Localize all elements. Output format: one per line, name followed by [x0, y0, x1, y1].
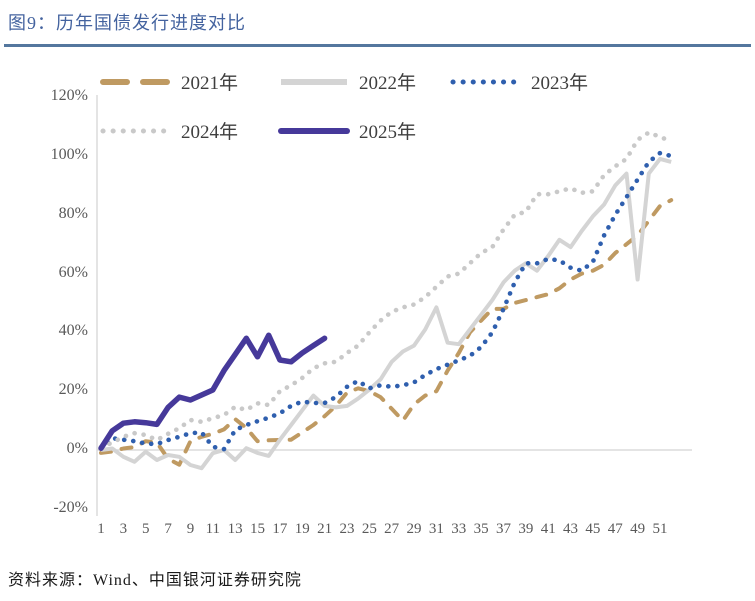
- legend-marker-2024年: [100, 128, 172, 133]
- x-tick-label: 43: [563, 521, 579, 537]
- y-tick-label: 20%: [58, 381, 88, 399]
- x-tick-label: 7: [164, 521, 172, 537]
- series-2025年: [98, 332, 328, 451]
- x-tick-label: 51: [652, 521, 668, 537]
- legend-label-2025年: 2025年: [359, 122, 417, 143]
- y-tick-label: -20%: [53, 498, 88, 516]
- legend-label-2023年: 2023年: [531, 73, 589, 94]
- x-tick-label: 37: [495, 521, 511, 537]
- legend-marker-2023年: [450, 79, 522, 84]
- x-tick-label: 11: [205, 521, 221, 537]
- figure-title: 图9：历年国债发行进度对比: [8, 13, 246, 33]
- title-divider: [4, 44, 751, 47]
- x-tick-label: 5: [141, 521, 150, 537]
- series-2021年: [99, 198, 674, 467]
- x-tick-label: 21: [317, 521, 333, 537]
- y-tick-label: 40%: [58, 322, 88, 340]
- legend-item-2025年: 2025年: [278, 117, 416, 144]
- x-tick-label: 49: [630, 521, 646, 537]
- x-tick-label: 25: [361, 521, 377, 537]
- series-2022年: [100, 156, 672, 471]
- x-tick-label: 35: [473, 521, 489, 537]
- legend-item-2021年: 2021年: [100, 68, 238, 95]
- series-2023年: [98, 150, 674, 452]
- x-tick-label: 3: [119, 521, 128, 537]
- y-tick-label: 60%: [58, 263, 88, 281]
- legend-item-2023年: 2023年: [450, 68, 588, 95]
- y-tick-label: 120%: [50, 87, 88, 105]
- legend-item-2024年: 2024年: [100, 117, 238, 144]
- y-tick-label: 100%: [50, 146, 88, 163]
- legend-marker-2025年: [278, 127, 350, 134]
- x-tick-label: 45: [585, 521, 601, 537]
- y-tick-label: 80%: [58, 204, 88, 222]
- x-tick-label: 17: [272, 521, 288, 537]
- x-tick-label: 19: [294, 521, 310, 537]
- x-tick-label: 27: [384, 521, 400, 537]
- series-2024年: [98, 130, 674, 450]
- x-tick-label: 1: [97, 521, 105, 537]
- x-tick-label: 29: [406, 521, 422, 537]
- legend-label-2021年: 2021年: [181, 73, 239, 94]
- y-tick-label: 0%: [66, 440, 88, 457]
- legend-label-2022年: 2022年: [359, 73, 417, 94]
- x-tick-label: 33: [451, 521, 467, 537]
- legend-label-2024年: 2024年: [181, 122, 239, 143]
- x-tick-label: 39: [518, 521, 534, 537]
- x-tick-label: 47: [607, 521, 623, 537]
- legend-item-2022年: 2022年: [278, 68, 416, 95]
- x-tick-label: 31: [428, 521, 444, 537]
- x-tick-label: 13: [227, 521, 243, 537]
- x-tick-label: 41: [540, 521, 556, 537]
- legend-marker-2021年: [100, 78, 172, 85]
- x-tick-label: 23: [339, 521, 355, 537]
- legend-marker-2022年: [281, 78, 347, 85]
- x-tick-label: 9: [186, 521, 195, 537]
- x-tick-label: 15: [250, 521, 266, 537]
- source-note: 资料来源：Wind、中国银河证券研究院: [8, 572, 302, 589]
